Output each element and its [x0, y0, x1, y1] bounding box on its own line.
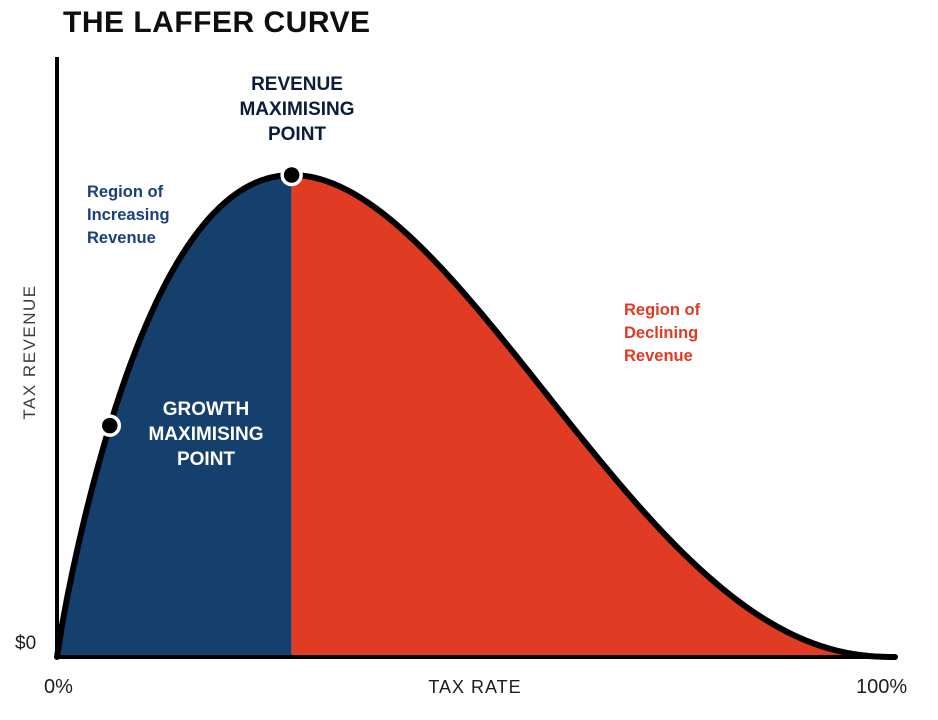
- x-tick-hundred: 100%: [856, 676, 908, 698]
- page-title: THE LAFFER CURVE: [63, 6, 371, 39]
- revenue-maximising-point-label: REVENUE MAXIMISING POINT: [239, 74, 355, 146]
- revenue-max-marker: [280, 163, 303, 187]
- y-axis-label: TAX REVENUE: [20, 284, 39, 420]
- region-increasing-label: Region of Increasing Revenue: [87, 183, 170, 247]
- region-increasing-area: [57, 175, 292, 657]
- region-declining-label: Region of Declining Revenue: [624, 301, 701, 365]
- laffer-curve-line: [54, 172, 898, 660]
- region-declining-area: [291, 175, 895, 657]
- x-axis-label: TAX RATE: [428, 677, 522, 697]
- growth-maximising-point-label: GROWTH MAXIMISING POINT: [148, 399, 264, 471]
- growth-max-marker: [98, 414, 122, 437]
- x-tick-zero: 0%: [44, 676, 73, 698]
- y-tick-zero: $0: [15, 633, 37, 654]
